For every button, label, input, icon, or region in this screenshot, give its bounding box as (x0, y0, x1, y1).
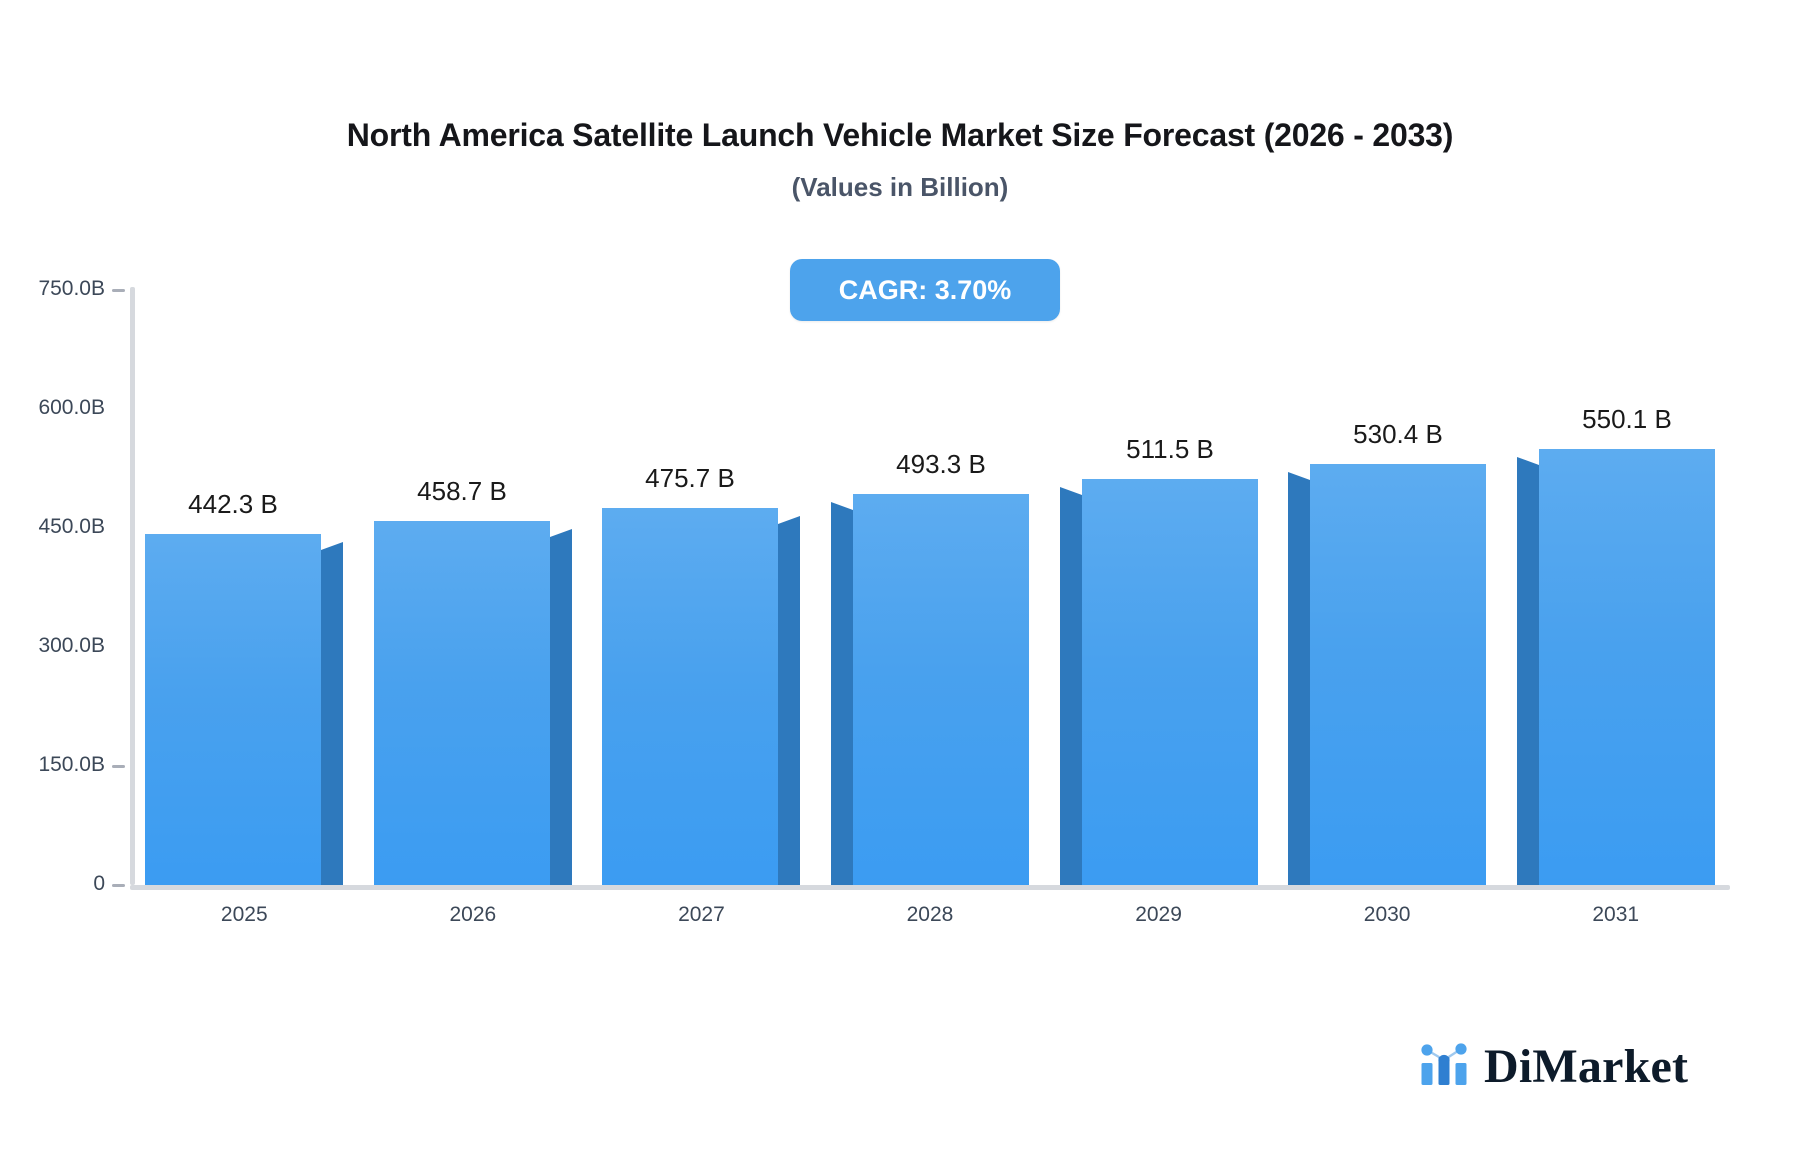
bar-side-face (550, 529, 572, 885)
bar-value-label: 458.7 B (417, 476, 507, 506)
page-title: North America Satellite Launch Vehicle M… (346, 117, 1454, 153)
bar-side-face (831, 502, 853, 885)
bar-side-face (1060, 487, 1082, 885)
bar-value-label: 493.3 B (896, 449, 986, 479)
y-axis-tick-label: 0 (93, 872, 105, 895)
chart-subtitle: (Values in Billion) (791, 172, 1009, 202)
bar-front-face (853, 494, 1029, 885)
cagr-badge: CAGR: 3.70% (790, 259, 1060, 321)
logo-text: DiMarket (1484, 1039, 1689, 1093)
bar-value-label: 530.4 B (1353, 419, 1443, 449)
y-axis-line (130, 287, 135, 885)
x-axis-tick-label: 2030 (1363, 903, 1411, 926)
bar-2026[interactable]: 458.7 B (0, 0, 1800, 885)
y-axis-tick-mark (112, 765, 125, 768)
bar-side-face (1517, 457, 1539, 885)
bar-front-face (1539, 449, 1715, 885)
bar-2027[interactable]: 475.7 B (0, 0, 1800, 885)
bar-side-face (321, 542, 343, 885)
y-axis-tick-label: 300.0B (38, 634, 105, 657)
bar-2025[interactable]: 442.3 B (0, 0, 1800, 885)
y-axis-tick-label: 150.0B (38, 753, 105, 776)
bar-value-label: 475.7 B (645, 463, 735, 493)
bar-front-face (602, 508, 778, 885)
bar-value-label: 442.3 B (188, 489, 278, 519)
x-axis-tick-label: 2028 (906, 903, 954, 926)
y-axis-tick-label: 600.0B (38, 396, 105, 419)
bar-value-label: 550.1 B (1582, 404, 1672, 434)
x-axis-tick-label: 2027 (678, 903, 725, 926)
y-axis-tick-mark (112, 289, 125, 292)
bar-front-face (1082, 479, 1258, 885)
x-axis-tick-label: 2031 (1592, 903, 1640, 926)
y-axis-tick-label: 450.0B (38, 515, 105, 538)
bar-front-face (1310, 464, 1486, 885)
y-axis-tick-label: 750.0B (38, 277, 105, 300)
bar-2028[interactable]: 493.3 B (0, 0, 1800, 885)
x-axis-tick-label: 2026 (449, 903, 497, 926)
bar-front-face (374, 521, 550, 885)
x-axis-tick-label: 2025 (220, 903, 268, 926)
bar-2030[interactable]: 530.4 B (0, 0, 1800, 885)
bar-2031[interactable]: 550.1 B (0, 0, 1800, 885)
bar-chart-icon (1418, 1040, 1470, 1093)
x-axis-line (130, 885, 1730, 890)
bar-2029[interactable]: 511.5 B (0, 0, 1800, 885)
dimarket-logo: DiMarket (1418, 1040, 1688, 1093)
bar-side-face (1288, 472, 1310, 885)
x-axis-tick-label: 2029 (1135, 903, 1182, 926)
bar-side-face (778, 516, 800, 885)
y-axis-tick-mark (112, 884, 125, 887)
bar-value-label: 511.5 B (1126, 434, 1214, 464)
bar-front-face (145, 534, 321, 885)
cagr-badge-label: CAGR: 3.70% (838, 274, 1012, 305)
